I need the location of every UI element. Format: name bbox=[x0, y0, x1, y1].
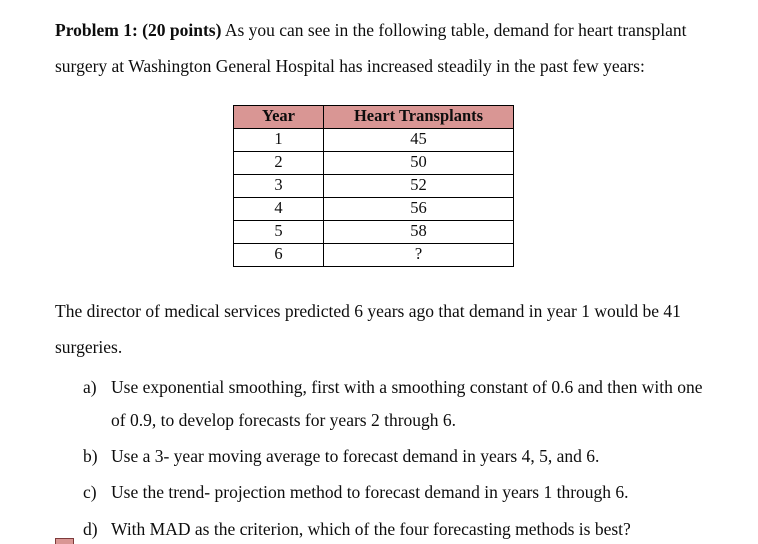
list-item-c: c) Use the trend- projection method to f… bbox=[55, 476, 712, 509]
list-item-label: b) bbox=[83, 446, 98, 467]
table-row: 3 52 bbox=[233, 173, 514, 198]
table-header-heart-transplants: Heart Transplants bbox=[323, 104, 514, 129]
transplants-cell: 58 bbox=[323, 219, 514, 244]
transplants-cell: ? bbox=[323, 242, 514, 267]
next-table-cutoff bbox=[55, 538, 74, 544]
list-item-d: d) With MAD as the criterion, which of t… bbox=[55, 513, 712, 544]
list-item-text: With MAD as the criterion, which of the … bbox=[111, 518, 631, 539]
year-cell: 1 bbox=[233, 127, 324, 152]
list-item-label: d) bbox=[83, 518, 98, 539]
year-cell: 6 bbox=[233, 242, 324, 267]
list-item-label: c) bbox=[83, 482, 97, 503]
intro-paragraph: Problem 1: (20 points) As you can see in… bbox=[55, 12, 712, 85]
year-cell: 4 bbox=[233, 196, 324, 221]
table-row: 2 50 bbox=[233, 150, 514, 175]
problem-heading: Problem 1: (20 points) bbox=[55, 20, 222, 40]
table-header-year: Year bbox=[233, 104, 324, 129]
transplants-cell: 45 bbox=[323, 127, 514, 152]
demand-table: Year Heart Transplants 1 45 2 50 3 52 4 … bbox=[233, 104, 514, 267]
year-cell: 3 bbox=[233, 173, 324, 198]
director-paragraph: The director of medical services predict… bbox=[55, 300, 681, 358]
question-list: a) Use exponential smoothing, first with… bbox=[55, 371, 712, 544]
table-row: 4 56 bbox=[233, 196, 514, 221]
table-header-row: Year Heart Transplants bbox=[233, 104, 514, 129]
list-item-text: Use a 3- year moving average to forecast… bbox=[111, 446, 600, 467]
year-cell: 2 bbox=[233, 150, 324, 175]
table-row: 5 58 bbox=[233, 219, 514, 244]
list-item-b: b) Use a 3- year moving average to forec… bbox=[55, 440, 712, 473]
intro-text: As you can see in the following table, d… bbox=[55, 20, 687, 77]
list-item-text: Use exponential smoothing, first with a … bbox=[111, 376, 703, 430]
list-item-a: a) Use exponential smoothing, first with… bbox=[55, 371, 712, 438]
transplants-cell: 52 bbox=[323, 173, 514, 198]
list-item-text: Use the trend- projection method to fore… bbox=[111, 482, 629, 503]
table-row: 1 45 bbox=[233, 127, 514, 152]
transplants-cell: 50 bbox=[323, 150, 514, 175]
transplants-cell: 56 bbox=[323, 196, 514, 221]
table-row: 6 ? bbox=[233, 242, 514, 267]
list-item-label: a) bbox=[83, 376, 97, 397]
year-cell: 5 bbox=[233, 219, 324, 244]
